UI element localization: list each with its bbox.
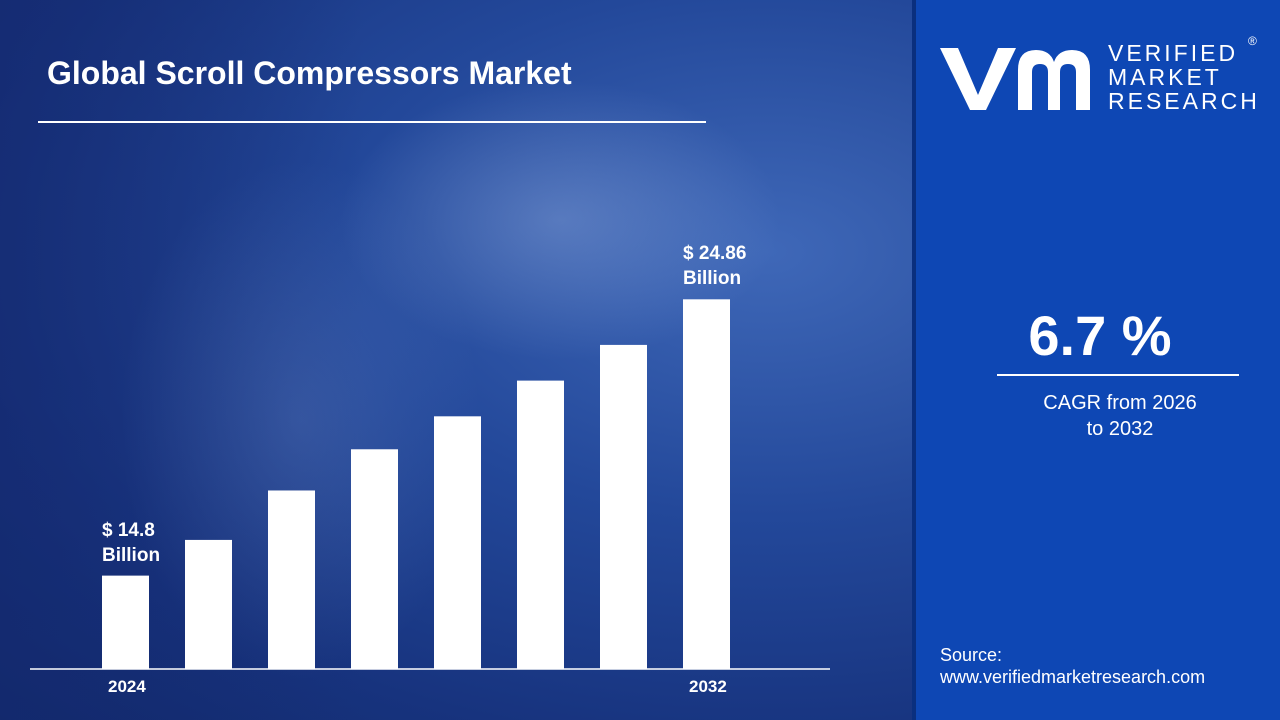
sidebar: VERIFIED MARKET RESEARCH ® 6.7 % CAGR fr… [912,0,1280,720]
bar [268,490,315,669]
bar [434,416,481,669]
cagr-label: CAGR from 2026 to 2032 [1043,392,1197,440]
bar [683,299,730,669]
bar [351,449,398,669]
logo-text: MARKET [1108,64,1222,90]
cagr-value: 6.7 % [1028,304,1172,367]
x-tick-label: 2024 [108,677,146,696]
bar [600,344,647,669]
chart-title: Global Scroll Compressors Market [47,55,572,91]
logo-mark [940,48,1090,110]
x-tick-label: 2032 [689,677,727,696]
value-label: $ 24.86 Billion [683,243,747,290]
registered-mark: ® [1248,34,1257,48]
bar [102,575,149,669]
logo-text: RESEARCH [1108,88,1260,114]
bar [517,380,564,669]
source-label: Source: [940,645,1003,665]
chart [0,0,912,720]
source-url: www.verifiedmarketresearch.com [940,667,1206,687]
value-label: $ 14.8 Billion [102,519,161,566]
logo-text: VERIFIED [1108,40,1239,66]
bar [185,539,232,669]
divider [997,374,1239,376]
